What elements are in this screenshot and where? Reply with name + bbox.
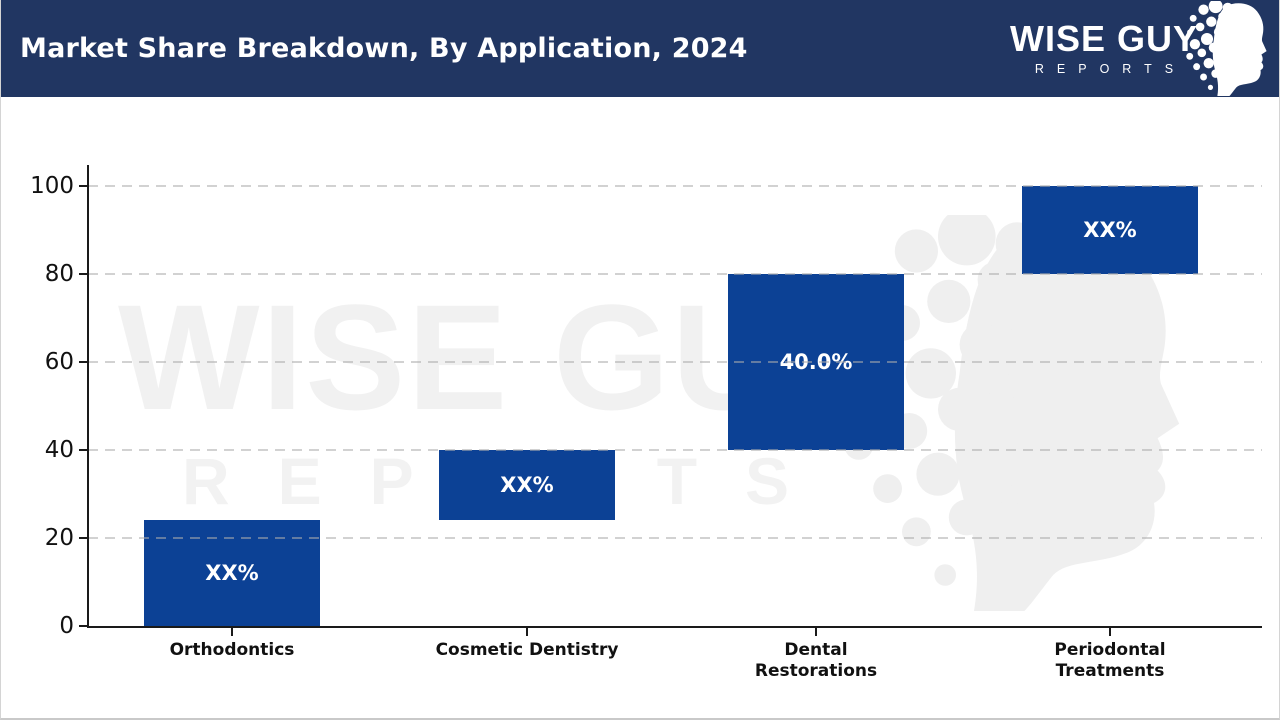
bar-periodontal-treatments: XX% — [1022, 186, 1198, 274]
logo-wordmark: WISE GUY — [1009, 18, 1198, 59]
gridline — [88, 361, 1262, 363]
x-tick — [1109, 628, 1111, 636]
y-tick-label: 60 — [44, 349, 74, 375]
y-tick — [79, 185, 87, 187]
gridline — [88, 185, 1262, 187]
gridline — [88, 537, 1262, 539]
x-tick — [231, 628, 233, 636]
gridline — [88, 449, 1262, 451]
y-tick-label: 20 — [44, 525, 74, 551]
x-category-label: Periodontal Treatments — [1054, 640, 1166, 682]
report-header: Market Share Breakdown, By Application, … — [0, 0, 1280, 97]
x-tick — [526, 628, 528, 636]
x-category-label: Orthodontics — [169, 640, 295, 660]
bar-cosmetic-dentistry: XX% — [439, 450, 615, 521]
y-tick — [79, 537, 87, 539]
wiseguy-logo: WISE GUY REPORTS — [1010, 1, 1270, 96]
gridline — [88, 273, 1262, 275]
y-tick-label: 40 — [44, 437, 74, 463]
y-axis-line — [87, 165, 89, 628]
report-title: Market Share Breakdown, By Application, … — [20, 33, 748, 64]
bar-value-label: XX% — [205, 561, 259, 586]
x-tick — [815, 628, 817, 636]
logo-face-icon — [1186, 1, 1267, 96]
y-tick-label: 100 — [30, 173, 74, 199]
y-tick-label: 0 — [59, 613, 74, 639]
bar-value-label: XX% — [1083, 218, 1137, 242]
x-category-label: Cosmetic Dentistry — [435, 640, 619, 660]
logo-text: WISE GUY REPORTS — [1009, 18, 1198, 77]
y-tick-label: 80 — [44, 261, 74, 287]
y-tick — [79, 273, 87, 275]
x-category-label: Dental Restorations — [754, 640, 878, 682]
x-axis-line — [87, 626, 1262, 628]
y-tick — [79, 361, 87, 363]
bar-value-label: XX% — [500, 473, 554, 498]
y-tick — [79, 449, 87, 451]
logo-subtext: REPORTS — [1034, 62, 1187, 76]
y-tick — [79, 625, 87, 627]
